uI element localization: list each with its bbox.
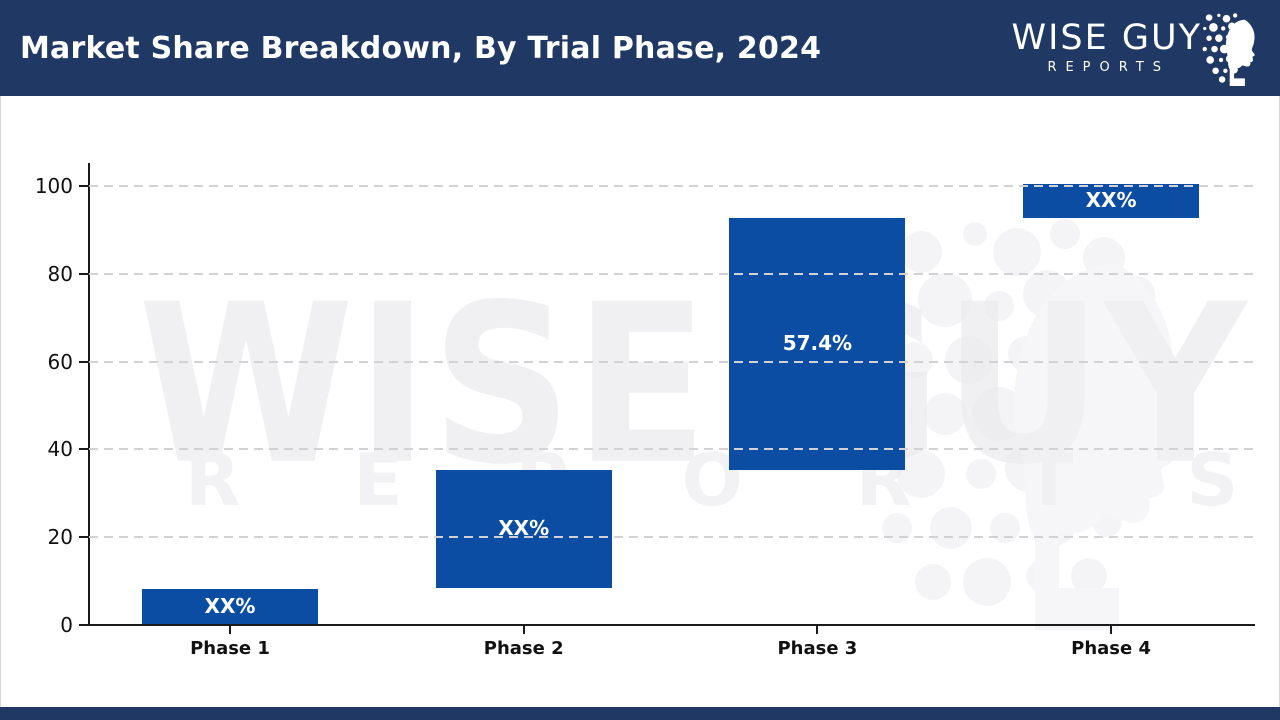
y-tick-label: 0	[60, 613, 73, 637]
y-axis	[88, 163, 90, 626]
x-tick-label: Phase 2	[483, 638, 564, 659]
gridline-100	[89, 185, 1254, 187]
page-title: Market Share Breakdown, By Trial Phase, …	[20, 30, 822, 66]
x-tick-label: Phase 4	[1071, 638, 1152, 659]
y-tick-label: 100	[34, 174, 73, 198]
y-tick-mark	[79, 536, 88, 539]
y-tick-mark	[79, 185, 88, 187]
gridline-80	[89, 272, 1254, 275]
bar-phase-2	[435, 470, 612, 589]
y-tick-label: 80	[47, 261, 73, 286]
x-axis	[88, 624, 1255, 626]
bar-value-label: XX%	[1085, 187, 1137, 212]
watermark-text: WISE GUY	[138, 258, 1249, 514]
footer-bar	[0, 707, 1280, 720]
y-tick-label: 20	[47, 525, 73, 550]
y-tick-label: 60	[47, 349, 73, 374]
x-tick-mark	[229, 625, 231, 634]
y-tick-mark	[79, 448, 88, 451]
x-tick-label: Phase 3	[777, 638, 858, 659]
x-tick-mark	[816, 625, 819, 634]
bar-phase-1	[142, 589, 318, 625]
logo-subtitle: REPORTS	[1047, 60, 1171, 75]
gridline-20	[89, 536, 1254, 539]
x-tick-mark	[522, 625, 525, 634]
gridline-40	[89, 448, 1254, 451]
y-tick-mark	[79, 360, 88, 363]
wiseguy-face-icon	[1202, 13, 1255, 86]
y-tick-label: 40	[47, 437, 73, 462]
logo-wordmark: WISE GUY	[1011, 18, 1202, 58]
wiseguy-logo-text: WISE GUY REPORTS	[1011, 18, 1202, 76]
y-tick-mark	[79, 624, 88, 626]
bar-value-label: XX%	[204, 594, 256, 618]
wiseguy-logo: WISE GUY REPORTS	[1011, 10, 1280, 86]
bar-value-label: XX%	[498, 516, 550, 541]
bar-phase-4	[1023, 184, 1200, 218]
header-bar: Market Share Breakdown, By Trial Phase, …	[0, 0, 1280, 96]
bar-value-label: 57.4%	[782, 331, 853, 356]
gridline-60	[89, 360, 1254, 363]
y-tick-mark	[79, 272, 88, 275]
x-tick-label: Phase 1	[190, 638, 270, 659]
x-tick-mark	[1110, 625, 1113, 634]
